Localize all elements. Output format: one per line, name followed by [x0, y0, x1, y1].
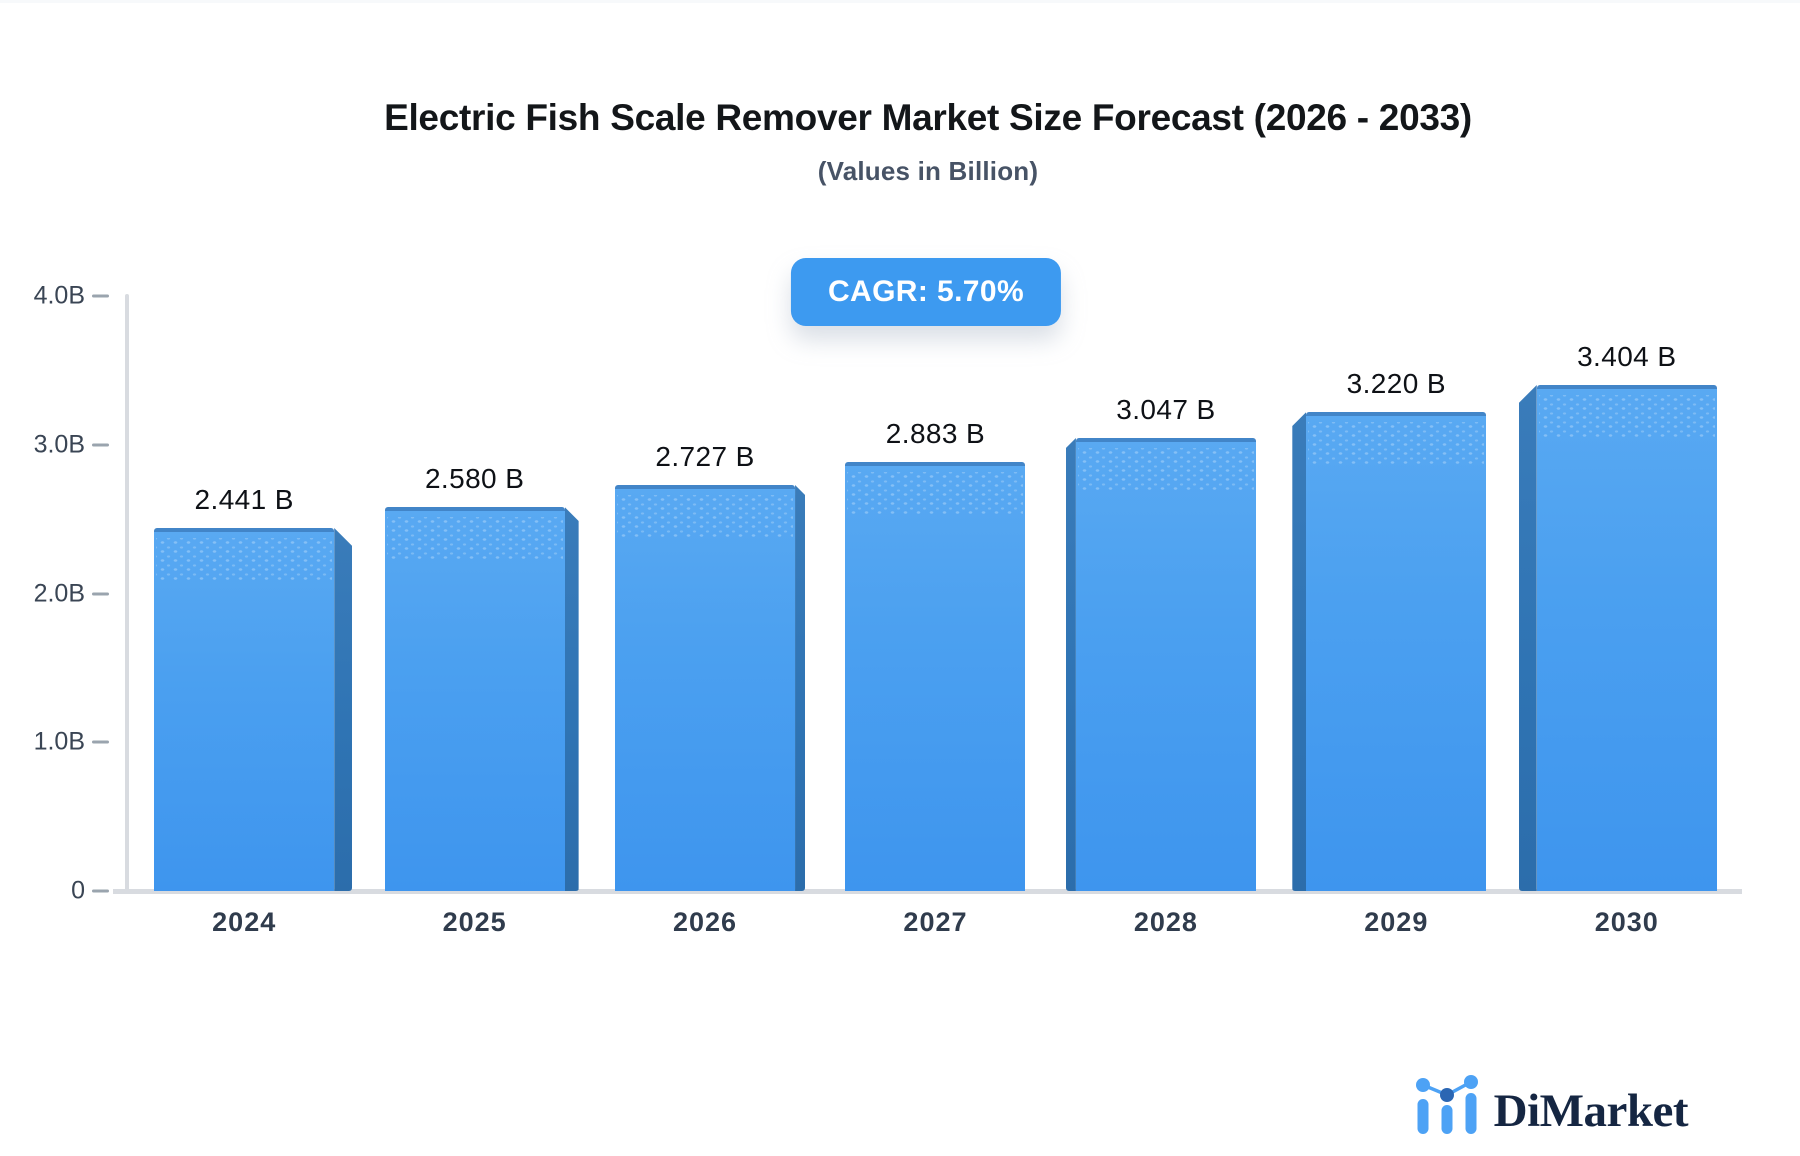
y-tick-label: 3.0B — [33, 430, 85, 459]
bar-2027[interactable]: 2.883 B — [845, 418, 1026, 891]
x-axis-baseline — [113, 889, 1742, 894]
x-tick-label: 2029 — [1364, 907, 1429, 937]
bar-group: 3.404 B 2030 — [1512, 296, 1742, 937]
bar-2025[interactable]: 2.580 B — [384, 463, 579, 891]
bar-value-label: 2.727 B — [655, 441, 755, 472]
bar-2029[interactable]: 3.220 B — [1292, 368, 1487, 891]
brand-name: DiMarket — [1493, 1085, 1689, 1138]
y-tick-label: 0 — [71, 876, 85, 905]
bar-group: 2.883 B 2027 — [820, 296, 1050, 937]
x-tick-label: 2026 — [673, 907, 738, 937]
x-tick-label: 2028 — [1133, 907, 1198, 937]
bar-2030[interactable]: 3.404 B — [1518, 341, 1717, 891]
x-tick-label: 2025 — [442, 907, 507, 937]
y-tick-label: 2.0B — [33, 579, 85, 607]
x-tick-label: 2024 — [212, 907, 277, 937]
bar-front-face — [384, 507, 565, 891]
y-tick-label: 4.0B — [33, 281, 85, 310]
bar-side-face — [1065, 438, 1076, 891]
y-tick-mark — [92, 592, 109, 595]
bar-side-face — [564, 507, 579, 891]
bar-texture — [847, 472, 1024, 514]
bar-value-label: 2.883 B — [885, 418, 986, 449]
bar-value-label: 2.580 B — [424, 463, 525, 494]
bar-side-face — [1518, 385, 1537, 891]
bar-texture — [1308, 422, 1485, 464]
y-axis-line — [125, 294, 129, 893]
bar-side-face — [334, 528, 353, 891]
bar-group: 2.580 B 2025 — [359, 296, 589, 937]
bar-texture — [617, 495, 794, 537]
y-tick-mark — [92, 889, 109, 893]
y-tick-mark — [92, 443, 109, 447]
chart-header: Electric Fish Scale Remover Market Size … — [0, 3, 1800, 187]
bars-container: 2.441 B 2024 2.580 B 2025 2.727 B 2026 2.883 B… — [129, 296, 1742, 937]
bar-front-face — [1075, 438, 1256, 891]
x-tick-label: 2030 — [1594, 907, 1659, 937]
bar-2028[interactable]: 3.047 B — [1065, 394, 1256, 891]
bar-texture — [156, 538, 333, 580]
plot-area: 4.0B 3.0B 2.0B 1.0B 0 2.441 B 2024 2.580 B 2025… — [34, 282, 1742, 937]
y-tick-label: 1.0B — [33, 727, 85, 756]
bar-texture — [1538, 395, 1715, 437]
bar-value-label: 2.441 B — [194, 484, 294, 515]
bar-value-label: 3.404 B — [1577, 341, 1677, 372]
cagr-badge: CAGR: 5.70% — [790, 258, 1062, 326]
bar-front-face — [1536, 385, 1717, 891]
bar-2026[interactable]: 2.727 B — [615, 441, 806, 891]
chart-title: Electric Fish Scale Remover Market Size … — [384, 97, 1472, 138]
bar-side-face — [1292, 412, 1307, 891]
y-tick-mark — [92, 740, 109, 744]
bar-front-face — [1306, 412, 1487, 891]
bar-front-face — [154, 528, 335, 891]
brand-logo[interactable]: DiMarket — [1413, 1074, 1689, 1138]
bar-2024[interactable]: 2.441 B — [154, 484, 353, 891]
bar-value-label: 3.047 B — [1116, 394, 1216, 425]
bar-front-face — [615, 485, 796, 891]
chart-subtitle: (Values in Billion) — [817, 155, 1039, 186]
bar-value-label: 3.220 B — [1346, 368, 1446, 399]
bar-front-face — [845, 462, 1026, 891]
bar-chart-logo-icon — [1415, 1075, 1478, 1134]
bar-group: 3.047 B 2028 — [1051, 296, 1281, 937]
bar-texture — [1077, 448, 1254, 490]
bar-side-face — [795, 485, 806, 891]
y-tick-mark — [92, 294, 109, 298]
bar-group: 2.441 B 2024 — [129, 296, 359, 937]
bar-texture — [386, 517, 563, 559]
bar-group: 3.220 B 2029 — [1281, 296, 1511, 937]
bar-group: 2.727 B 2026 — [590, 296, 820, 937]
x-tick-label: 2027 — [903, 907, 968, 937]
